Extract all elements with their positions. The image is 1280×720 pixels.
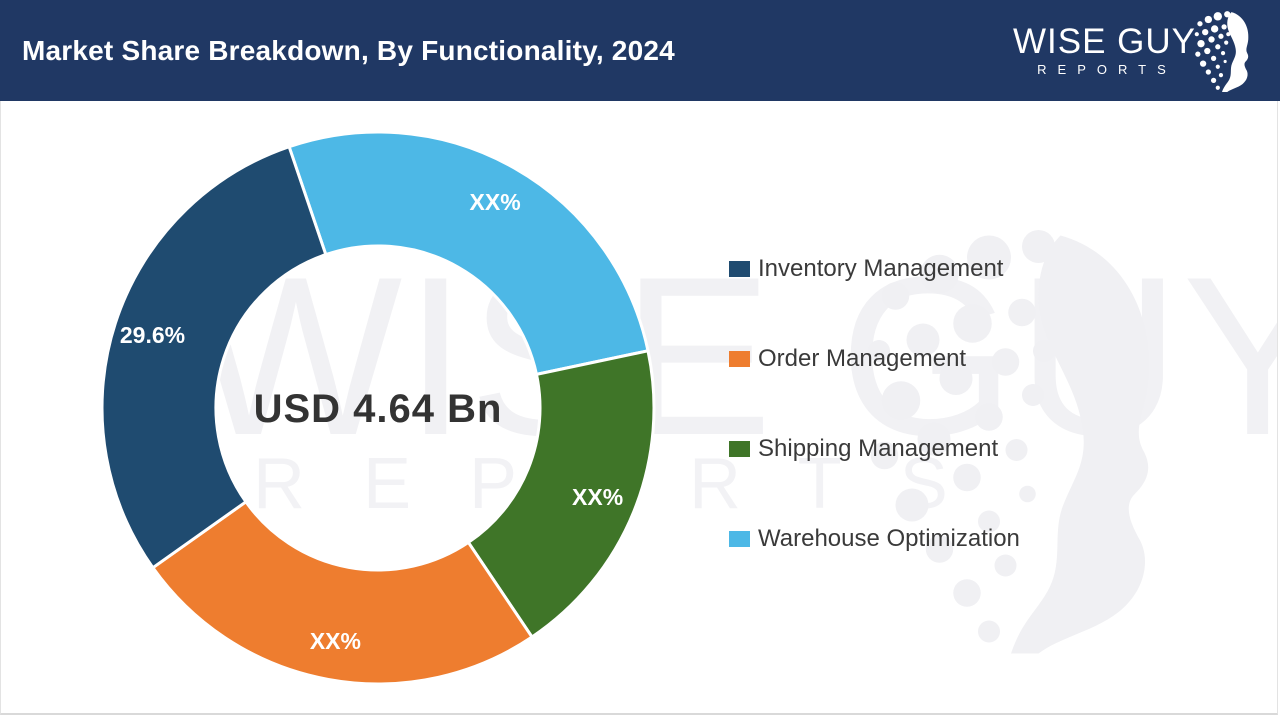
- donut-segment-inventory-management: [100, 145, 328, 570]
- segment-label-warehouse-optimization: XX%: [470, 189, 521, 215]
- header-bar: Market Share Breakdown, By Functionality…: [0, 0, 1280, 101]
- donut-chart: XX% XX% XX% 29.6% USD 4.64 Bn: [100, 130, 656, 686]
- chart-area: WISE GUY REPORTS XX%XX%XX%29.6%USD 4.64 …: [0, 101, 1278, 715]
- donut-segment-warehouse-optimization: [287, 130, 650, 376]
- wise-guy-head-icon: [1194, 10, 1249, 92]
- legend-item-shipping-management: Shipping Management: [729, 436, 1020, 462]
- legend-label-warehouse-optimization: Warehouse Optimization: [758, 525, 1020, 552]
- donut-segment-order-management: [151, 500, 534, 686]
- legend-swatch-inventory-management: [729, 261, 750, 277]
- legend-label-shipping-management: Shipping Management: [758, 435, 999, 462]
- donut-segment-shipping-management: [466, 349, 656, 639]
- legend-item-warehouse-optimization: Warehouse Optimization: [729, 526, 1020, 552]
- logo-wordmark-main: WISE GUY: [1012, 22, 1196, 61]
- legend-item-inventory-management: Inventory Management: [729, 256, 1020, 282]
- segment-label-shipping-management: XX%: [572, 484, 623, 510]
- logo-wordmark: WISE GUY REPORTS: [1013, 24, 1196, 77]
- legend-swatch-shipping-management: [729, 441, 750, 457]
- legend-swatch-warehouse-optimization: [729, 531, 750, 547]
- wise-guy-logo: WISE GUY REPORTS: [1013, 9, 1254, 93]
- legend-label-order-management: Order Management: [758, 345, 967, 372]
- segment-label-inventory-management: 29.6%: [120, 322, 185, 348]
- legend-item-order-management: Order Management: [729, 346, 1020, 372]
- page-title: Market Share Breakdown, By Functionality…: [22, 34, 675, 66]
- segment-label-order-management: XX%: [310, 628, 361, 654]
- chart-legend: Inventory Management Order Management Ship…: [729, 256, 1020, 616]
- legend-swatch-order-management: [729, 351, 750, 367]
- legend-label-inventory-management: Inventory Management: [758, 255, 1004, 282]
- logo-wordmark-sub: REPORTS: [1037, 62, 1177, 77]
- donut-center-value: USD 4.64 Bn: [254, 387, 503, 431]
